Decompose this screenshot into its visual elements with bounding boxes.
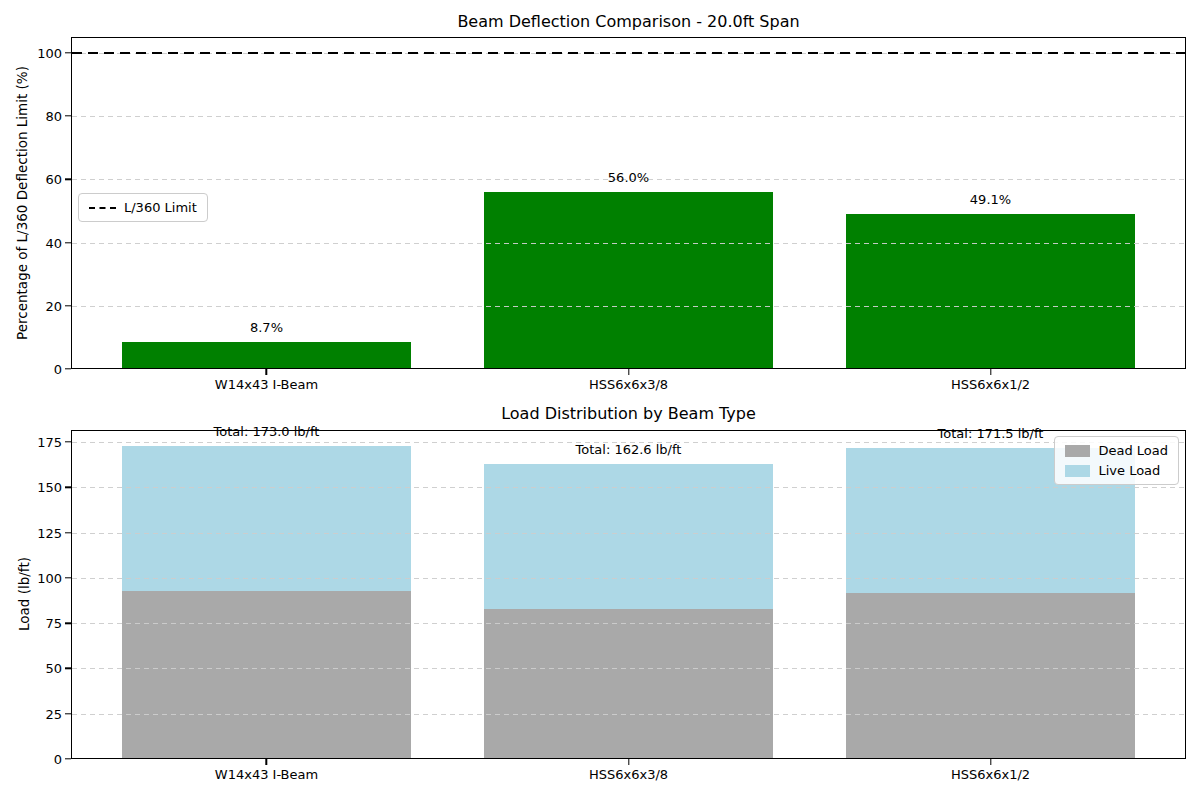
deflection-chart-title: Beam Deflection Comparison - 20.0ft Span (71, 12, 1186, 31)
bar-value-label: Total: 162.6 lb/ft (576, 442, 682, 457)
live-load-swatch-icon (1065, 465, 1090, 477)
y-tick-mark (65, 532, 71, 533)
y-tick-mark (65, 668, 71, 669)
y-tick-label: 150 (37, 480, 62, 495)
y-tick-label: 175 (37, 434, 62, 449)
legend-label-dead-load: Dead Load (1098, 443, 1168, 458)
gridline (72, 623, 1185, 624)
bar-value-label: 8.7% (250, 320, 283, 335)
y-tick-mark (65, 115, 71, 116)
x-tick-mark (990, 369, 991, 375)
y-tick-label: 80 (45, 109, 62, 124)
y-tick-mark (65, 713, 71, 714)
y-tick-label: 0 (54, 362, 62, 377)
y-tick-label: 25 (45, 706, 62, 721)
gridline (72, 668, 1185, 669)
load-plot-area: Dead Load Live Load 0255075100125150175T… (71, 430, 1186, 759)
deflection-plot-area: L/360 Limit 0204060801008.7%W14x43 I-Bea… (71, 37, 1186, 369)
y-tick-mark (65, 441, 71, 442)
bar-value-label: 56.0% (608, 170, 649, 185)
load-legend: Dead Load Live Load (1054, 436, 1179, 485)
bar-segment-HSS6x6x3/8 (484, 192, 774, 369)
y-tick-label: 60 (45, 172, 62, 187)
y-tick-label: 125 (37, 525, 62, 540)
x-tick-mark (628, 759, 629, 765)
bar-segment-W14x43 I-Beam (122, 342, 412, 370)
y-tick-label: 0 (54, 752, 62, 767)
y-tick-mark (65, 305, 71, 306)
y-tick-mark (65, 52, 71, 53)
gridline (72, 306, 1185, 307)
bar-segment-HSS6x6x1/2 (846, 214, 1136, 369)
y-tick-label: 100 (37, 45, 62, 60)
y-tick-mark (65, 242, 71, 243)
legend-row-live-load: Live Load (1065, 463, 1168, 478)
y-tick-label: 50 (45, 661, 62, 676)
x-tick-label: W14x43 I-Beam (215, 767, 318, 782)
bar-segment-W14x43 I-Beam (122, 591, 412, 759)
y-tick-label: 100 (37, 570, 62, 585)
legend-row-limit: L/360 Limit (89, 200, 197, 215)
load-y-axis-label: Load (lb/ft) (16, 557, 32, 631)
x-tick-mark (266, 759, 267, 765)
legend-label-live-load: Live Load (1098, 463, 1160, 478)
bar-segment-W14x43 I-Beam (122, 446, 412, 591)
gridline (72, 714, 1185, 715)
legend-label-limit: L/360 Limit (124, 200, 197, 215)
y-tick-mark (65, 179, 71, 180)
deflection-legend: L/360 Limit (78, 193, 208, 222)
y-tick-mark (65, 487, 71, 488)
gridline (72, 243, 1185, 244)
gridline (72, 533, 1185, 534)
dead-load-swatch-icon (1065, 445, 1090, 457)
bar-segment-HSS6x6x3/8 (484, 464, 774, 609)
x-tick-label: HSS6x6x3/8 (589, 377, 668, 392)
legend-row-dead-load: Dead Load (1065, 443, 1168, 458)
bar-value-label: Total: 173.0 lb/ft (214, 424, 320, 439)
bar-segment-HSS6x6x3/8 (484, 609, 774, 759)
bar-value-label: Total: 171.5 lb/ft (938, 426, 1044, 441)
y-tick-mark (65, 758, 71, 759)
gridline (72, 116, 1185, 117)
bar-value-label: 49.1% (970, 192, 1011, 207)
dashed-line-swatch-icon (89, 207, 116, 209)
deflection-y-axis-label: Percentage of L/360 Deflection Limit (%) (14, 66, 30, 340)
y-tick-mark (65, 577, 71, 578)
x-tick-label: W14x43 I-Beam (215, 377, 318, 392)
y-tick-label: 40 (45, 235, 62, 250)
load-chart-title: Load Distribution by Beam Type (71, 404, 1186, 423)
y-tick-mark (65, 622, 71, 623)
x-tick-mark (990, 759, 991, 765)
x-tick-label: HSS6x6x1/2 (951, 377, 1030, 392)
x-tick-label: HSS6x6x3/8 (589, 767, 668, 782)
gridline (72, 487, 1185, 488)
y-tick-label: 75 (45, 616, 62, 631)
bar-segment-HSS6x6x1/2 (846, 593, 1136, 759)
y-tick-mark (65, 368, 71, 369)
limit-line (72, 52, 1185, 54)
gridline (72, 578, 1185, 579)
figure: Beam Deflection Comparison - 20.0ft Span… (0, 0, 1200, 800)
y-tick-label: 20 (45, 298, 62, 313)
x-tick-mark (266, 369, 267, 375)
x-tick-label: HSS6x6x1/2 (951, 767, 1030, 782)
x-tick-mark (628, 369, 629, 375)
